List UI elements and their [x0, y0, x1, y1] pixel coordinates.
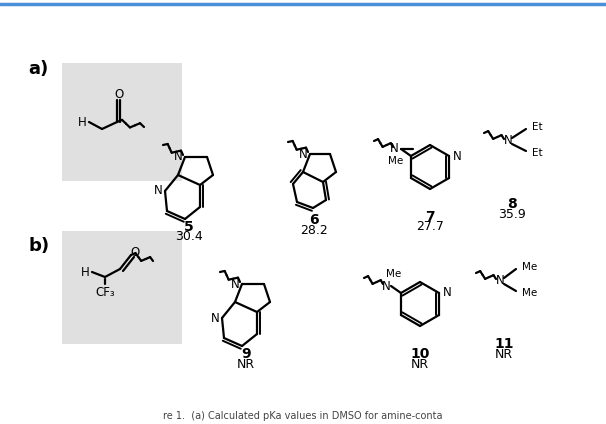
Text: H: H [78, 115, 87, 128]
Text: NR: NR [237, 357, 255, 371]
Text: N: N [299, 148, 308, 161]
Text: b): b) [28, 237, 49, 255]
Text: N: N [453, 150, 462, 162]
Text: N: N [231, 277, 240, 290]
Text: 8: 8 [507, 197, 517, 211]
Text: O: O [115, 89, 124, 101]
Text: Et: Et [532, 122, 542, 132]
FancyBboxPatch shape [62, 63, 182, 181]
Text: 35.9: 35.9 [498, 207, 526, 220]
Text: Me: Me [522, 288, 538, 298]
Text: NR: NR [411, 357, 429, 371]
Text: Me: Me [522, 262, 538, 272]
Text: a): a) [28, 60, 48, 78]
Text: N: N [390, 142, 398, 156]
Text: 7: 7 [425, 210, 435, 224]
Text: N: N [211, 312, 220, 324]
Text: CF₃: CF₃ [95, 287, 115, 299]
Text: N: N [443, 287, 452, 299]
Text: N: N [496, 274, 504, 287]
Text: 10: 10 [410, 347, 430, 361]
Text: O: O [130, 245, 139, 259]
Text: 30.4: 30.4 [175, 231, 203, 243]
Text: 27.7: 27.7 [416, 220, 444, 234]
Text: 11: 11 [494, 337, 514, 351]
Text: 6: 6 [309, 213, 319, 227]
Text: N: N [175, 151, 183, 164]
Text: N: N [382, 279, 390, 293]
Text: H: H [81, 265, 89, 279]
Text: NR: NR [495, 348, 513, 360]
Text: 5: 5 [184, 220, 194, 234]
Text: N: N [504, 134, 513, 148]
Text: N: N [155, 184, 163, 198]
Text: 9: 9 [241, 347, 251, 361]
Text: Me: Me [388, 156, 404, 166]
Text: re 1.  (a) Calculated pKa values in DMSO for amine-conta: re 1. (a) Calculated pKa values in DMSO … [163, 411, 443, 421]
Text: Me: Me [387, 269, 402, 279]
Text: Et: Et [532, 148, 542, 158]
FancyBboxPatch shape [62, 231, 182, 344]
Text: 28.2: 28.2 [300, 223, 328, 237]
